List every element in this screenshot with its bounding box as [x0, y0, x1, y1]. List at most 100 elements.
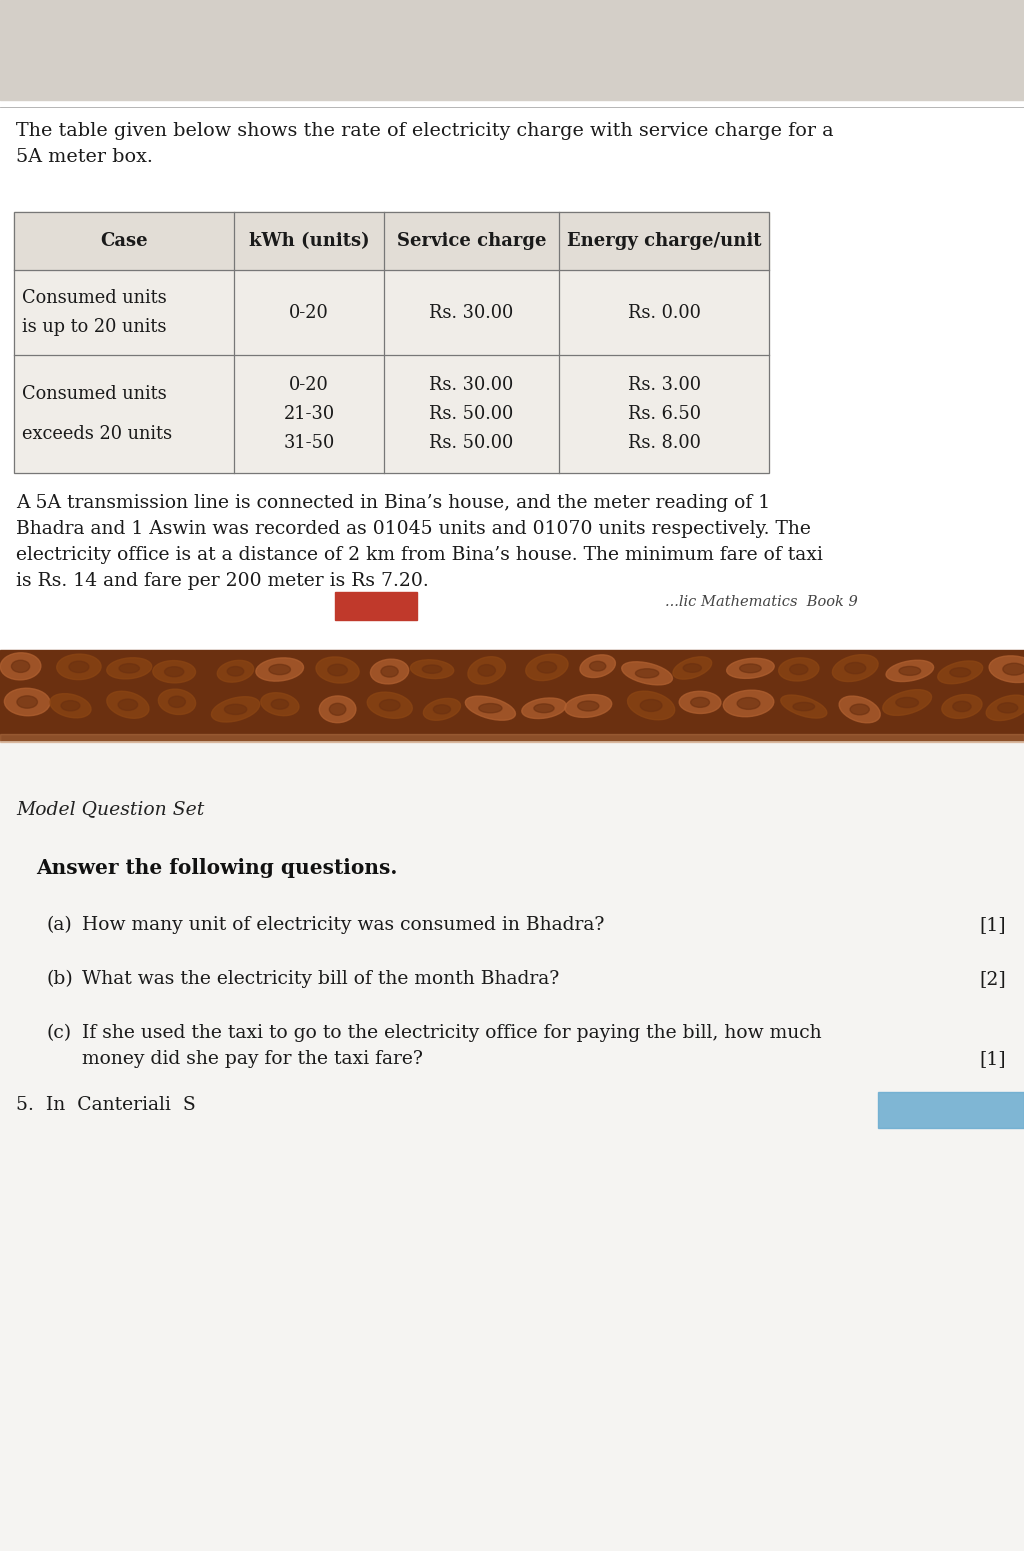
Ellipse shape	[11, 661, 30, 673]
Ellipse shape	[580, 655, 615, 678]
Ellipse shape	[886, 661, 934, 681]
Text: ...lic Mathematics  Book 9: ...lic Mathematics Book 9	[665, 596, 858, 610]
Text: Case: Case	[100, 233, 147, 250]
Ellipse shape	[780, 695, 826, 718]
Text: [1]: [1]	[979, 917, 1006, 934]
Ellipse shape	[737, 698, 760, 709]
Text: Answer the following questions.: Answer the following questions.	[36, 858, 397, 878]
Ellipse shape	[640, 700, 662, 712]
Bar	[0, 1146, 1024, 1551]
Text: is Rs. 14 and fare per 200 meter is Rs 7.20.: is Rs. 14 and fare per 200 meter is Rs 7…	[16, 572, 429, 589]
Ellipse shape	[739, 664, 761, 673]
Text: 5A meter box.: 5A meter box.	[16, 147, 153, 166]
Ellipse shape	[793, 703, 815, 710]
Text: 21-30: 21-30	[284, 405, 335, 423]
Ellipse shape	[256, 658, 303, 681]
Ellipse shape	[778, 658, 819, 681]
Ellipse shape	[896, 698, 919, 707]
Ellipse shape	[319, 696, 356, 723]
Ellipse shape	[169, 696, 185, 707]
Bar	[0, 740, 1024, 1551]
Ellipse shape	[271, 700, 289, 709]
Bar	[335, 592, 417, 620]
Ellipse shape	[790, 664, 808, 675]
Bar	[878, 1092, 1024, 1128]
Ellipse shape	[986, 695, 1024, 721]
Text: A 5A transmission line is connected in Bina’s house, and the meter reading of 1: A 5A transmission line is connected in B…	[16, 495, 770, 512]
Ellipse shape	[952, 701, 971, 712]
Ellipse shape	[153, 661, 196, 682]
Ellipse shape	[423, 698, 461, 720]
Ellipse shape	[165, 667, 183, 676]
Text: electricity office is at a distance of 2 km from Bina’s house. The minimum fare : electricity office is at a distance of 2…	[16, 546, 823, 565]
Text: Energy charge/unit: Energy charge/unit	[566, 233, 761, 250]
Ellipse shape	[997, 703, 1018, 713]
Text: (b): (b)	[46, 969, 73, 988]
Bar	[0, 650, 1024, 740]
Text: Model Question Set: Model Question Set	[16, 800, 204, 817]
Ellipse shape	[479, 704, 502, 713]
Ellipse shape	[330, 703, 346, 715]
Ellipse shape	[522, 698, 566, 718]
Ellipse shape	[261, 693, 299, 715]
Ellipse shape	[380, 700, 400, 710]
Text: 5.  In  Canteriali  S: 5. In Canteriali S	[16, 1097, 196, 1114]
Text: [1]: [1]	[979, 1050, 1006, 1069]
Ellipse shape	[211, 696, 260, 723]
Ellipse shape	[217, 661, 254, 682]
Ellipse shape	[224, 704, 247, 715]
Ellipse shape	[636, 668, 658, 678]
Text: [2]: [2]	[979, 969, 1006, 988]
Text: Rs. 6.50: Rs. 6.50	[628, 405, 700, 423]
Ellipse shape	[17, 696, 38, 709]
Text: What was the electricity bill of the month Bhadra?: What was the electricity bill of the mon…	[82, 969, 559, 988]
Text: 0-20: 0-20	[289, 375, 329, 394]
Ellipse shape	[679, 692, 721, 713]
Ellipse shape	[119, 664, 139, 673]
Ellipse shape	[683, 664, 701, 672]
Ellipse shape	[106, 692, 148, 718]
Ellipse shape	[727, 658, 774, 678]
Ellipse shape	[4, 689, 50, 715]
Ellipse shape	[690, 698, 710, 707]
Ellipse shape	[368, 692, 413, 718]
Ellipse shape	[590, 661, 606, 672]
Ellipse shape	[0, 653, 41, 679]
Ellipse shape	[942, 695, 982, 718]
Text: Consumed units: Consumed units	[22, 290, 167, 307]
Ellipse shape	[159, 689, 196, 715]
Ellipse shape	[723, 690, 774, 717]
Ellipse shape	[50, 693, 91, 718]
Ellipse shape	[69, 661, 89, 673]
Ellipse shape	[989, 656, 1024, 682]
Ellipse shape	[468, 656, 506, 684]
Text: is up to 20 units: is up to 20 units	[22, 318, 167, 335]
Ellipse shape	[833, 655, 879, 681]
Text: How many unit of electricity was consumed in Bhadra?: How many unit of electricity was consume…	[82, 917, 604, 934]
Ellipse shape	[578, 701, 599, 710]
Ellipse shape	[371, 659, 409, 684]
Ellipse shape	[534, 704, 554, 712]
Ellipse shape	[883, 690, 932, 715]
Text: Rs. 0.00: Rs. 0.00	[628, 304, 700, 321]
Bar	[14, 212, 769, 473]
Text: Rs. 50.00: Rs. 50.00	[429, 405, 514, 423]
Ellipse shape	[839, 696, 881, 723]
Ellipse shape	[1002, 664, 1024, 675]
Ellipse shape	[950, 668, 971, 676]
Ellipse shape	[422, 665, 441, 673]
Ellipse shape	[478, 664, 496, 676]
Ellipse shape	[433, 704, 451, 713]
Bar	[14, 212, 769, 473]
Ellipse shape	[622, 662, 673, 686]
Text: money did she pay for the taxi fare?: money did she pay for the taxi fare?	[82, 1050, 423, 1069]
Text: 31-50: 31-50	[284, 434, 335, 453]
Text: 0-20: 0-20	[289, 304, 329, 321]
Bar	[0, 734, 1024, 741]
Ellipse shape	[938, 661, 983, 684]
Text: (c): (c)	[46, 1024, 71, 1042]
Text: The table given below shows the rate of electricity charge with service charge f: The table given below shows the rate of …	[16, 123, 834, 140]
Ellipse shape	[381, 665, 398, 678]
Ellipse shape	[538, 662, 557, 673]
Text: Bhadra and 1 Aswin was recorded as 01045 units and 01070 units respectively. The: Bhadra and 1 Aswin was recorded as 01045…	[16, 520, 811, 538]
